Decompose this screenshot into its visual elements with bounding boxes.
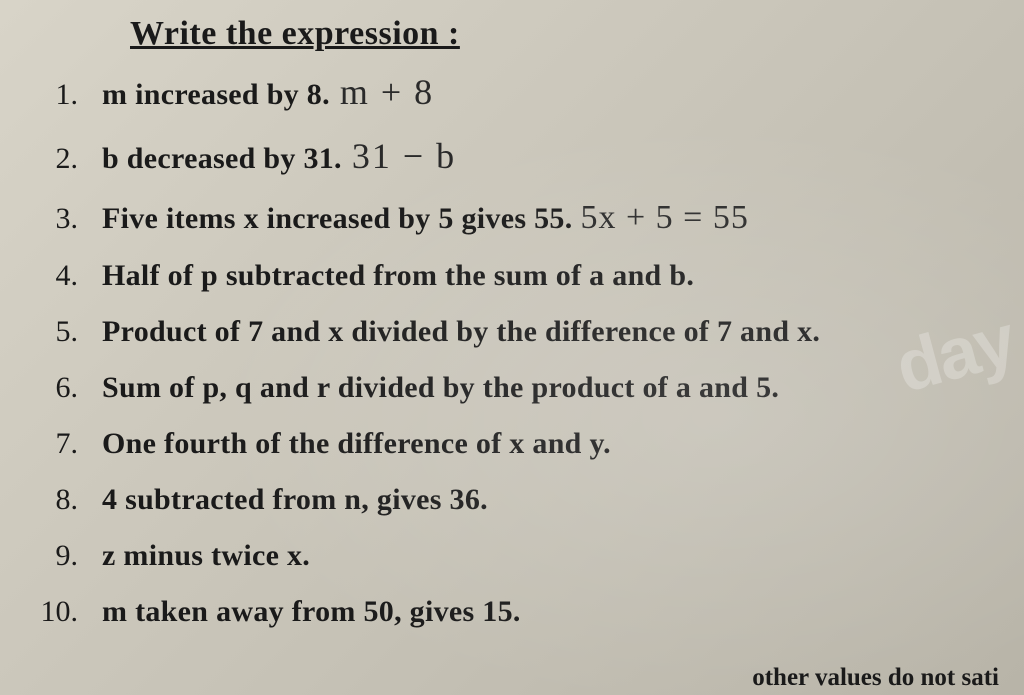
item-number: 1. [30,78,78,112]
worksheet-title: Write the expression : [130,15,994,53]
item-text: z minus twice x. [102,539,310,573]
item-number: 8. [30,483,78,517]
cutoff-text: other values do not sati [752,664,999,692]
list-item: 3. Five items x increased by 5 gives 55.… [30,199,994,237]
item-text: m increased by 8. [102,78,330,112]
item-number: 5. [30,315,78,349]
item-text: Five items x increased by 5 gives 55. [102,202,573,236]
list-item: 9. z minus twice x. [30,539,994,573]
handwritten-answer: 31 − b [352,135,456,177]
item-text: Product of 7 and x divided by the differ… [102,315,820,349]
list-item: 1. m increased by 8. m + 8 [30,71,994,113]
item-text: m taken away from 50, gives 15. [102,595,521,629]
item-text: Half of p subtracted from the sum of a a… [102,259,694,293]
item-number: 2. [30,142,78,176]
item-number: 10. [30,595,78,629]
list-item: 5. Product of 7 and x divided by the dif… [30,315,994,349]
list-item: 6. Sum of p, q and r divided by the prod… [30,371,994,405]
handwritten-answer: 5x + 5 = 55 [581,199,749,237]
list-item: 10. m taken away from 50, gives 15. [30,595,994,629]
handwritten-answer: m + 8 [340,71,434,113]
item-number: 7. [30,427,78,461]
list-item: 7. One fourth of the difference of x and… [30,427,994,461]
list-item: 8. 4 subtracted from n, gives 36. [30,483,994,517]
list-item: 4. Half of p subtracted from the sum of … [30,259,994,293]
item-number: 9. [30,539,78,573]
item-text: Sum of p, q and r divided by the product… [102,371,779,405]
item-text: 4 subtracted from n, gives 36. [102,483,488,517]
item-number: 6. [30,371,78,405]
item-text: One fourth of the difference of x and y. [102,427,611,461]
item-number: 3. [30,202,78,236]
list-item: 2. b decreased by 31. 31 − b [30,135,994,177]
item-number: 4. [30,259,78,293]
item-text: b decreased by 31. [102,142,342,176]
